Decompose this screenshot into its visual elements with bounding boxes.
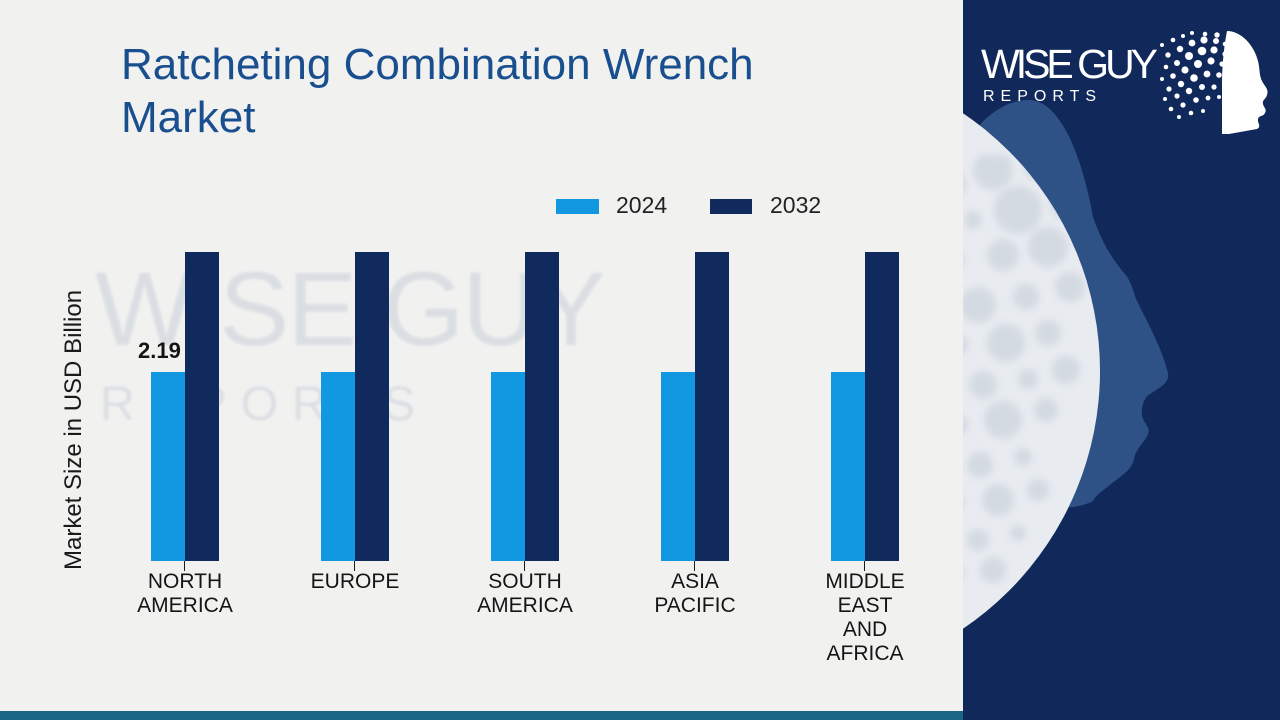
svg-text:REPORTS: REPORTS — [983, 88, 1102, 105]
svg-text:WISE GUY: WISE GUY — [981, 41, 1158, 87]
